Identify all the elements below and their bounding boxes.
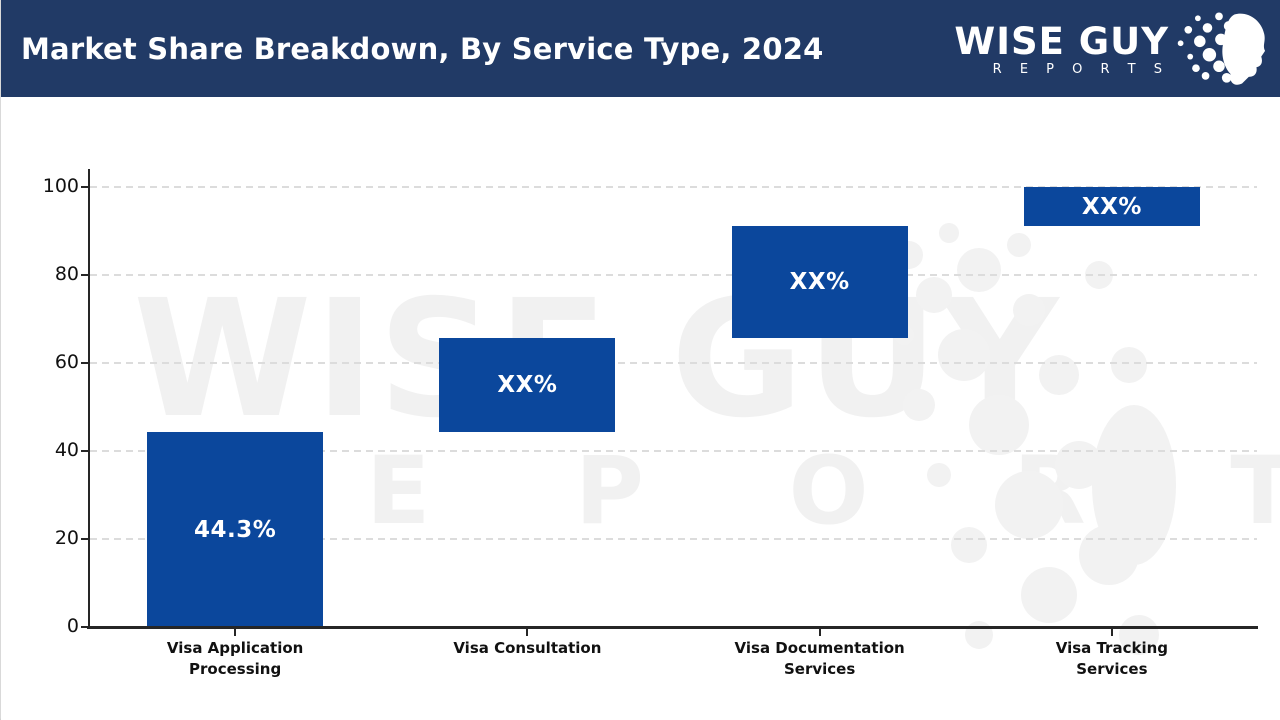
y-tick-mark: [81, 538, 89, 540]
y-tick-mark: [81, 186, 89, 188]
gridline-100: [90, 186, 1257, 188]
x-category-label-line: Processing: [189, 660, 282, 678]
y-tick-label: 20: [54, 527, 79, 549]
y-tick-label: 60: [54, 351, 79, 373]
watermark-head-icon: [894, 223, 1176, 655]
y-tick-label: 40: [54, 439, 79, 461]
bar-value-label: XX%: [1081, 193, 1142, 220]
gridline-20: [90, 538, 1257, 540]
gridline-40: [90, 450, 1257, 452]
bar-value-label: XX%: [789, 269, 850, 296]
bar-segment: XX%: [731, 226, 908, 338]
x-category-label: Visa Documentation Services: [690, 638, 950, 680]
y-tick-label: 100: [42, 175, 79, 197]
header-bar: Market Share Breakdown, By Service Type,…: [1, 0, 1280, 97]
brand-tagline: R E P O R T S: [992, 61, 1169, 77]
x-tick-mark: [1110, 628, 1113, 636]
waterfall-chart: 0 20 40 60 80 100 44.3% Visa Application Process…: [1, 97, 1280, 720]
x-category-label-line: Visa Application: [166, 639, 304, 657]
y-axis-line: [88, 169, 90, 629]
x-category-label-line: Services: [1076, 660, 1148, 678]
x-category-label-line: Visa Consultation: [453, 639, 602, 657]
x-category-label-line: Visa Documentation: [734, 639, 905, 657]
brand-logo-text: WISE GUY R E P O R T S: [954, 23, 1169, 76]
bar-segment: 44.3%: [147, 432, 324, 627]
x-category-label-line: Services: [783, 660, 856, 678]
y-tick-mark: [81, 626, 89, 628]
x-axis-line: [87, 626, 1258, 629]
bar-segment: XX%: [1023, 187, 1200, 227]
y-tick-label: 80: [54, 263, 79, 285]
brand-name: WISE GUY: [954, 19, 1169, 63]
page-title: Market Share Breakdown, By Service Type,…: [21, 31, 824, 66]
brand-logo: WISE GUY R E P O R T S: [954, 8, 1267, 90]
bar-segment: XX%: [439, 337, 616, 433]
x-category-label: Visa Application Processing: [105, 638, 365, 680]
gridline-60: [90, 362, 1257, 364]
x-category-label: Visa Consultation: [397, 638, 657, 659]
bar-value-label: 44.3%: [193, 516, 277, 543]
y-tick-label: 0: [66, 615, 79, 637]
x-category-label: Visa Tracking Services: [982, 638, 1242, 680]
y-tick-mark: [81, 362, 89, 364]
x-tick-mark: [526, 628, 529, 636]
y-tick-mark: [81, 274, 89, 276]
x-tick-mark: [818, 628, 821, 636]
chart-area: WISE GUY R E P O R T S 02040608010044.3%…: [1, 97, 1280, 720]
gridline-80: [90, 274, 1257, 276]
brand-head-icon: [1177, 12, 1266, 85]
y-tick-mark: [81, 450, 89, 452]
x-category-label-line: Visa Tracking: [1055, 639, 1169, 657]
bar-value-label: XX%: [497, 371, 558, 398]
x-tick-mark: [234, 628, 237, 636]
